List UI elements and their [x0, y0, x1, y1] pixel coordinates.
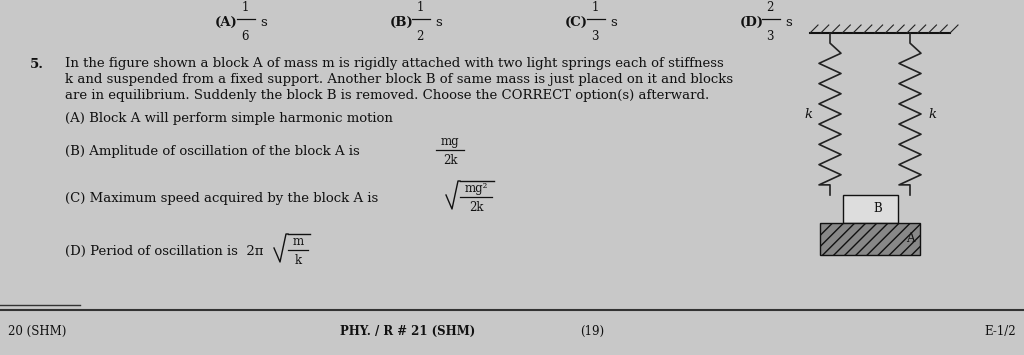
- Text: m: m: [293, 235, 303, 248]
- Text: k: k: [928, 108, 936, 120]
- Text: 1: 1: [417, 1, 424, 14]
- Text: E-1/2: E-1/2: [984, 325, 1016, 338]
- Text: (19): (19): [580, 325, 604, 338]
- Text: A: A: [906, 233, 915, 246]
- Text: 2k: 2k: [442, 154, 458, 167]
- Text: 1: 1: [242, 1, 249, 14]
- Text: (B) Amplitude of oscillation of the block A is: (B) Amplitude of oscillation of the bloc…: [65, 145, 364, 158]
- Text: mg²: mg²: [464, 182, 487, 195]
- Text: s: s: [610, 16, 616, 28]
- Text: B: B: [873, 202, 883, 215]
- Text: (A): (A): [215, 16, 238, 28]
- Text: k: k: [804, 108, 812, 120]
- Bar: [843, 195, 897, 223]
- Text: In the figure shown a block A of mass m is rigidly attached with two light sprin: In the figure shown a block A of mass m …: [65, 57, 724, 70]
- Text: k: k: [295, 254, 301, 267]
- Text: s: s: [435, 16, 441, 28]
- Text: 3: 3: [766, 30, 774, 43]
- Text: s: s: [260, 16, 266, 28]
- Text: 2: 2: [417, 30, 424, 43]
- Text: k and suspended from a fixed support. Another block B of same mass is just place: k and suspended from a fixed support. An…: [65, 73, 733, 86]
- Text: 2: 2: [766, 1, 774, 14]
- Text: 6: 6: [242, 30, 249, 43]
- Text: are in equilibrium. Suddenly the block B is removed. Choose the CORRECT option(s: are in equilibrium. Suddenly the block B…: [65, 89, 710, 102]
- Text: mg: mg: [440, 135, 460, 148]
- Text: (D): (D): [740, 16, 764, 28]
- Text: (D) Period of oscillation is  2π: (D) Period of oscillation is 2π: [65, 245, 263, 258]
- Text: PHY. / R # 21 (SHM): PHY. / R # 21 (SHM): [340, 325, 475, 338]
- Text: 2k: 2k: [469, 201, 483, 214]
- Text: 20 (SHM): 20 (SHM): [8, 325, 67, 338]
- Text: s: s: [785, 16, 792, 28]
- Text: (A) Block A will perform simple harmonic motion: (A) Block A will perform simple harmonic…: [65, 112, 393, 125]
- Text: (B): (B): [390, 16, 414, 28]
- Text: 1: 1: [591, 1, 599, 14]
- Text: (C): (C): [565, 16, 588, 28]
- Text: 3: 3: [591, 30, 599, 43]
- Text: (C) Maximum speed acquired by the block A is: (C) Maximum speed acquired by the block …: [65, 192, 383, 205]
- Bar: [820, 223, 920, 255]
- Text: 5.: 5.: [30, 58, 44, 71]
